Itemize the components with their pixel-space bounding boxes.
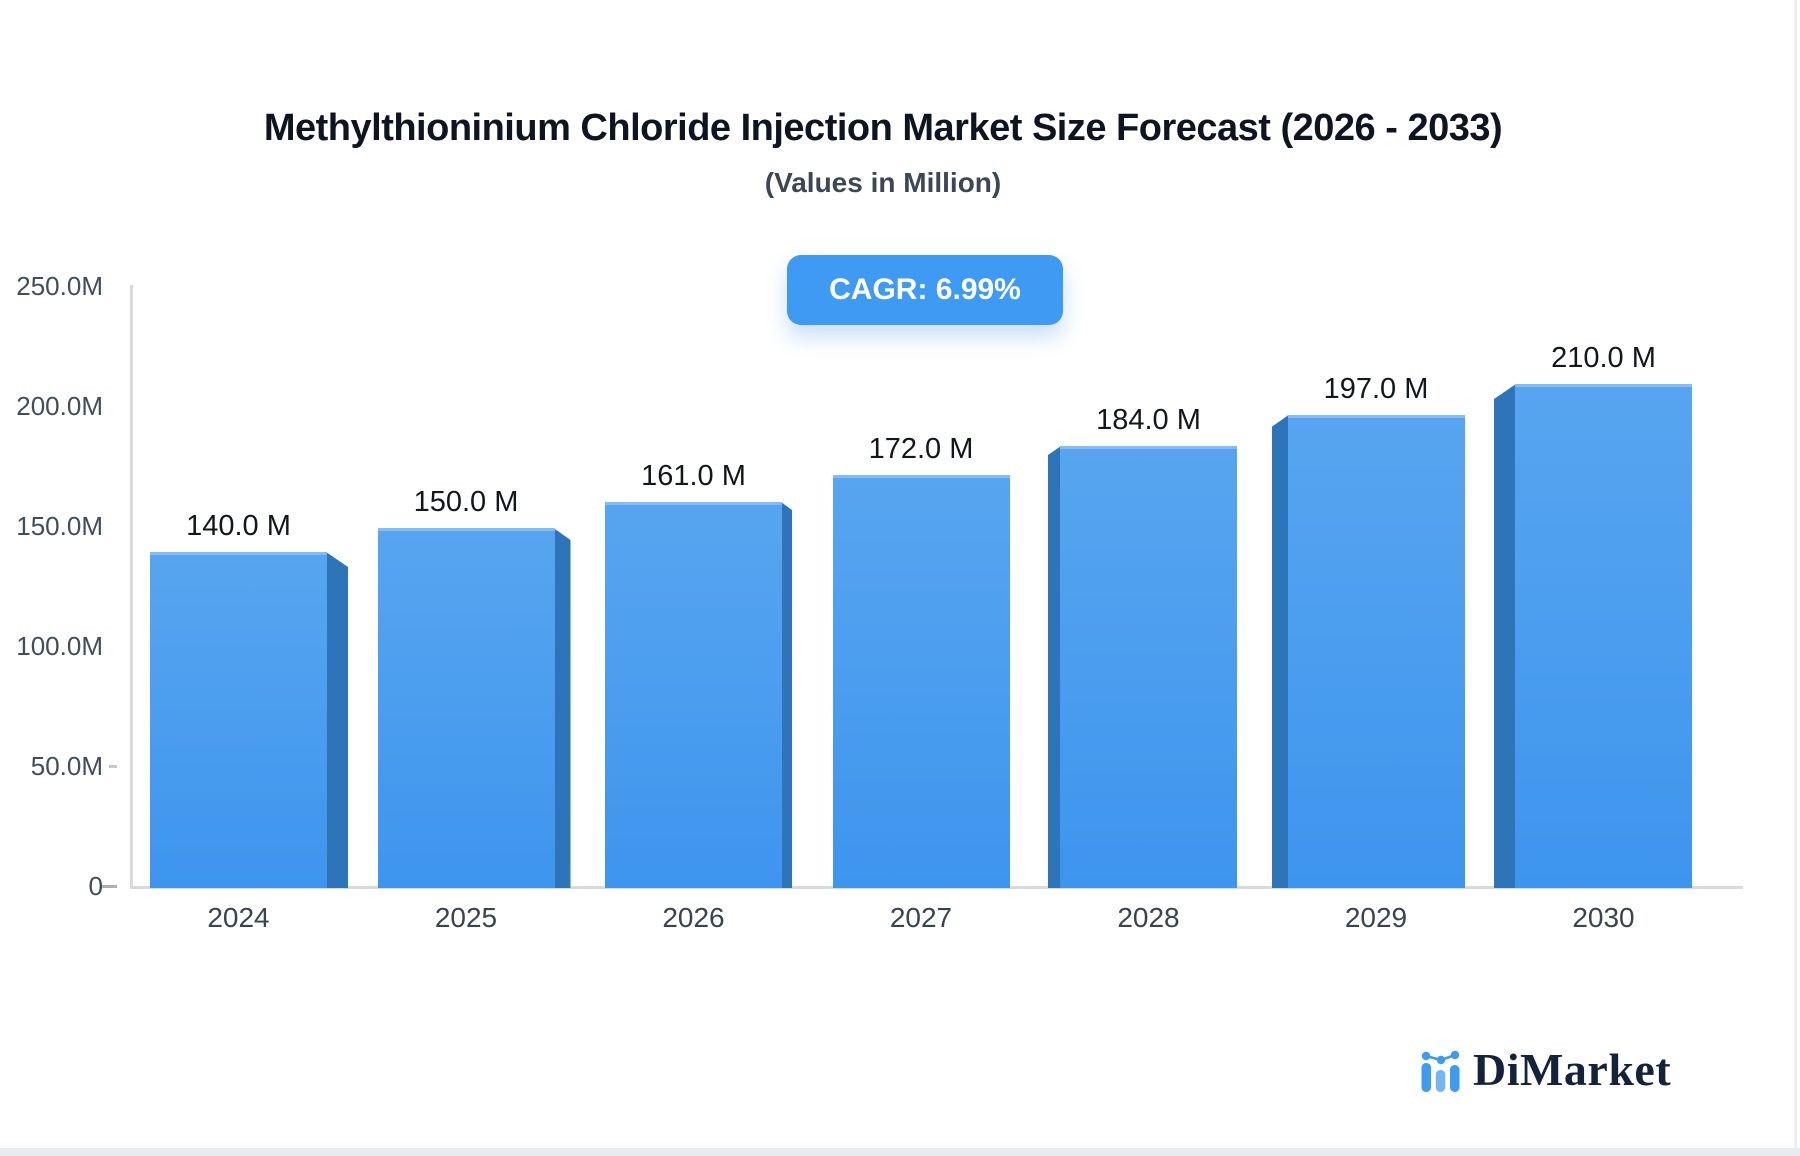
chart-title: Methylthioninium Chloride Injection Mark… bbox=[263, 107, 1503, 149]
bar[interactable] bbox=[605, 502, 782, 888]
y-axis-label: 100.0M bbox=[16, 631, 103, 661]
bar[interactable] bbox=[1515, 384, 1692, 888]
bar-value-label: 150.0 M bbox=[413, 486, 519, 518]
x-axis-label: 2030 bbox=[1572, 902, 1635, 933]
bar-value-label: 197.0 M bbox=[1323, 373, 1429, 405]
bar-value-label: 140.0 M bbox=[186, 510, 291, 542]
bar-value-label: 210.0 M bbox=[1551, 342, 1656, 374]
x-axis-label: 2028 bbox=[1117, 902, 1180, 933]
bar-side-face bbox=[1271, 415, 1289, 888]
bar-value-label: 161.0 M bbox=[641, 460, 746, 492]
bar-value-label: 184.0 M bbox=[1096, 404, 1201, 436]
bar[interactable] bbox=[150, 552, 327, 888]
bar[interactable] bbox=[1060, 446, 1237, 888]
chart-subtitle: (Values in Million) bbox=[764, 167, 1002, 198]
x-axis-label: 2024 bbox=[207, 902, 270, 933]
bar-side-face bbox=[553, 528, 571, 888]
bar[interactable] bbox=[377, 528, 555, 888]
right-edge-line bbox=[1794, 0, 1797, 1148]
x-axis-label: 2025 bbox=[434, 902, 498, 933]
bar-side-face bbox=[1494, 384, 1516, 888]
y-axis-label: 50.0M bbox=[30, 751, 103, 781]
bar-side-face bbox=[781, 502, 792, 888]
y-tick-mark-50m bbox=[109, 765, 117, 768]
x-axis-label: 2026 bbox=[662, 902, 725, 933]
bar-value-label: 172.0 M bbox=[868, 433, 974, 465]
bar[interactable] bbox=[1287, 415, 1465, 888]
y-axis-line bbox=[130, 285, 133, 889]
y-tick-mark-0 bbox=[100, 885, 117, 888]
cagr-badge: CAGR: 6.99% bbox=[787, 255, 1063, 325]
bar-side-face bbox=[326, 552, 348, 888]
y-axis-label: 150.0M bbox=[16, 511, 103, 541]
mini-bar-chart-logo-icon bbox=[1421, 1050, 1460, 1092]
brand-logo-text: DiMarket bbox=[1473, 1044, 1672, 1095]
x-axis-label: 2027 bbox=[889, 902, 953, 933]
y-axis-label: 0 bbox=[88, 871, 103, 901]
x-axis-label: 2029 bbox=[1344, 902, 1408, 933]
y-axis-label: 200.0M bbox=[16, 391, 103, 421]
bottom-edge-strip bbox=[0, 1148, 1800, 1156]
brand-logo[interactable]: DiMarket bbox=[1421, 1044, 1672, 1095]
bar-side-face bbox=[1048, 446, 1061, 888]
y-axis-label: 250.0M bbox=[16, 271, 103, 301]
bar[interactable] bbox=[832, 475, 1010, 888]
